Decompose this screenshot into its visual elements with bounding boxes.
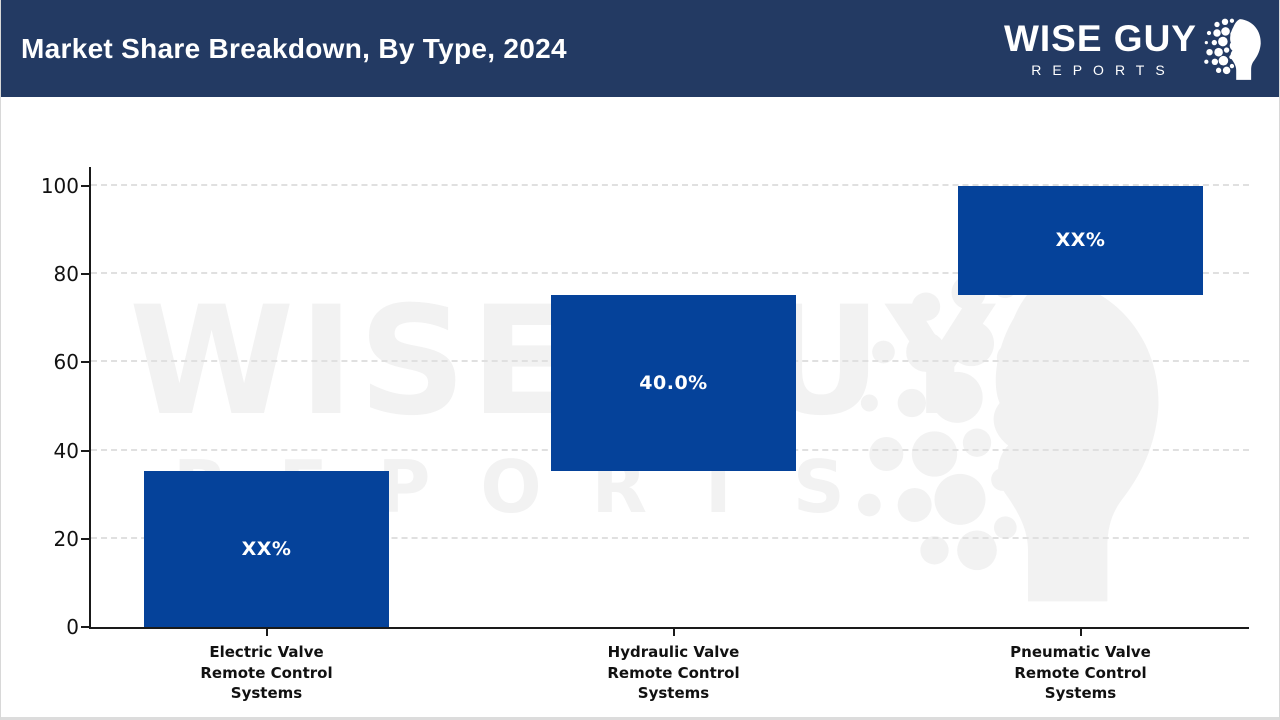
- y-tick-label: 80: [53, 262, 79, 287]
- bar: XX%: [144, 470, 389, 627]
- gridline: [91, 536, 1249, 539]
- y-tick: [81, 626, 89, 628]
- bar-value-label: XX%: [241, 537, 292, 560]
- x-axis-label: Electric Valve Remote Control Systems: [200, 643, 333, 703]
- y-tick-label: 20: [53, 526, 79, 551]
- y-tick: [81, 361, 89, 364]
- y-tick: [81, 449, 89, 452]
- bar: XX%: [958, 186, 1203, 295]
- bar: 40.0%: [551, 294, 796, 471]
- logo-text: WISE GUY REPORTS: [1004, 20, 1197, 78]
- plot-area: 0 20 40 60 80 100 XX% Electric Valve Remote Con…: [41, 167, 1249, 702]
- y-tick-label: 40: [53, 438, 79, 463]
- bar-value-label: XX%: [1055, 229, 1106, 252]
- logo-subtitle: REPORTS: [1031, 61, 1176, 78]
- header: Market Share Breakdown, By Type, 2024 WI…: [1, 0, 1279, 97]
- x-tick: [672, 627, 675, 636]
- page-title: Market Share Breakdown, By Type, 2024: [21, 32, 567, 64]
- logo-wordmark: WISE GUY: [1003, 17, 1197, 59]
- y-tick-label: 60: [53, 350, 79, 375]
- x-tick: [265, 627, 268, 636]
- x-axis-label: Pneumatic Valve Remote Control Systems: [1010, 643, 1151, 703]
- bar-value-label: 40.0%: [639, 371, 708, 394]
- wiseguy-logo: WISE GUY REPORTS: [1004, 7, 1265, 91]
- chart-area: WISE GUY REPORTS 0 20 40 60 80 100 XX% Electric…: [1, 97, 1279, 717]
- y-tick: [81, 185, 89, 187]
- x-tick: [1079, 627, 1082, 636]
- y-tick-label: 100: [40, 174, 79, 198]
- x-axis-label: Hydraulic Valve Remote Control Systems: [607, 643, 740, 703]
- wiseguy-head-icon: [1201, 7, 1265, 91]
- y-tick: [81, 273, 89, 276]
- gridline: [91, 184, 1249, 186]
- y-tick-label: 0: [66, 615, 79, 639]
- gridline: [91, 272, 1249, 275]
- y-tick: [81, 537, 89, 540]
